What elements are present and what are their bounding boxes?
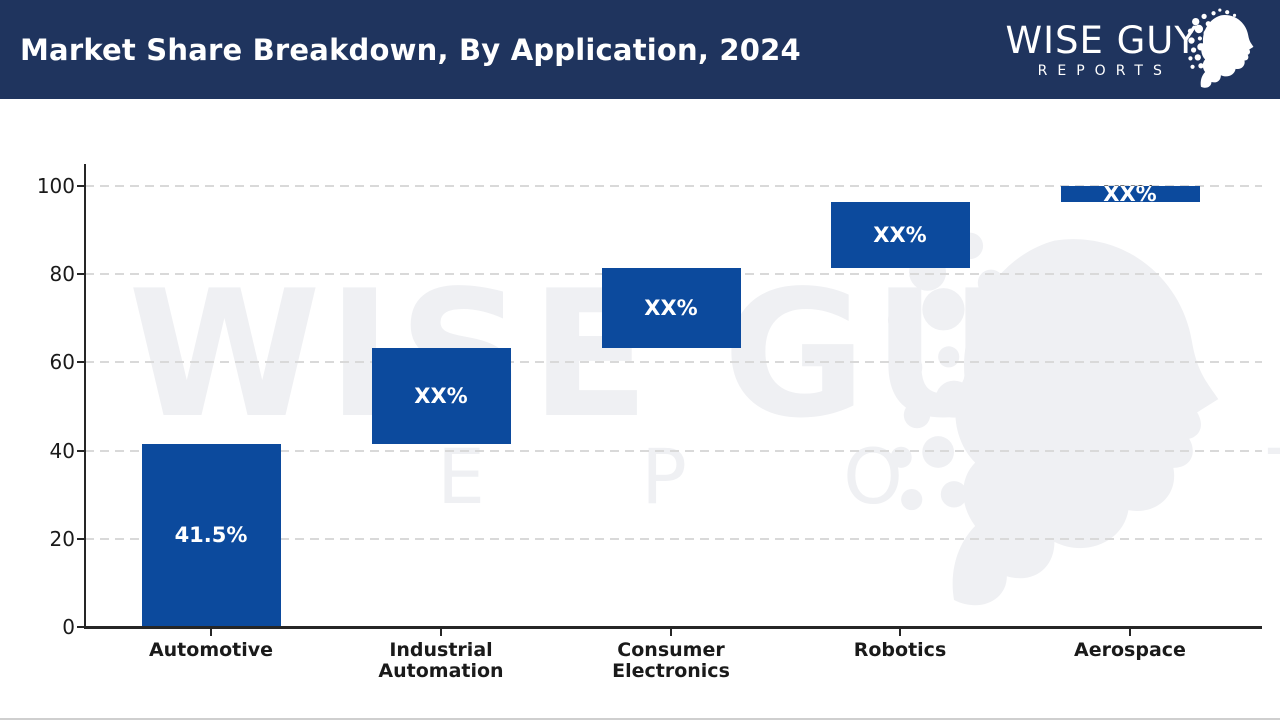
x-axis-tick: [670, 628, 672, 636]
y-axis-tick: [77, 185, 85, 187]
bar-value-label: XX%: [1103, 186, 1157, 202]
header-band: Market Share Breakdown, By Application, …: [0, 0, 1280, 99]
logo-wordmark: WISE GUY: [1005, 19, 1198, 62]
y-axis-tick-label: 40: [49, 438, 75, 463]
bar-value-label: XX%: [414, 384, 468, 409]
x-category-label: Robotics: [853, 639, 947, 661]
chart-plot-area: 02040608010041.5%41.5%AutomotiveXX%XX%In…: [0, 99, 1280, 718]
y-gridline: [85, 537, 1262, 540]
y-axis-tick-label: 20: [49, 526, 75, 551]
x-axis-tick: [1129, 628, 1131, 636]
x-category-label: Automotive: [148, 639, 274, 661]
bar-value-label: 41.5%: [174, 523, 248, 548]
wiseguy-logo: WISE GUY REPORTS: [1006, 8, 1266, 92]
y-axis-tick: [77, 537, 85, 540]
x-axis-line: [84, 626, 1262, 629]
page-title: Market Share Breakdown, By Application, …: [20, 32, 801, 67]
bar-value-label: XX%: [644, 296, 698, 321]
x-category-label: Industrial Automation: [378, 639, 504, 682]
market-share-bar: XX%: [371, 348, 511, 444]
y-gridline: [85, 361, 1262, 364]
x-category-label: Consumer Electronics: [612, 639, 730, 682]
y-axis-tick: [77, 626, 85, 628]
market-share-bar: XX%: [601, 268, 741, 349]
x-category-label: Aerospace: [1074, 639, 1186, 661]
market-share-bar: XX%: [830, 201, 970, 269]
y-axis-tick-label: 0: [62, 615, 75, 639]
y-axis-line: [84, 164, 86, 629]
wiseguy-head-icon: [1187, 8, 1254, 88]
y-gridline: [85, 449, 1262, 452]
y-gridline: [85, 185, 1262, 187]
bar-value-label: XX%: [873, 222, 927, 247]
market-share-bar: 41.5%: [141, 443, 281, 627]
x-axis-tick: [899, 628, 901, 636]
x-axis-tick: [440, 628, 442, 636]
y-axis-tick: [77, 449, 85, 452]
wiseguy-logo-text: WISE GUY REPORTS: [1005, 19, 1198, 80]
market-share-bar: XX%: [1060, 186, 1200, 202]
y-axis-tick-label: 100: [36, 174, 75, 198]
y-axis-tick: [77, 273, 85, 276]
y-axis-tick-label: 60: [49, 350, 75, 375]
logo-subtext: REPORTS: [1037, 63, 1172, 79]
y-axis-tick: [77, 361, 85, 364]
y-axis-tick-label: 80: [49, 262, 75, 287]
x-axis-tick: [210, 628, 212, 636]
